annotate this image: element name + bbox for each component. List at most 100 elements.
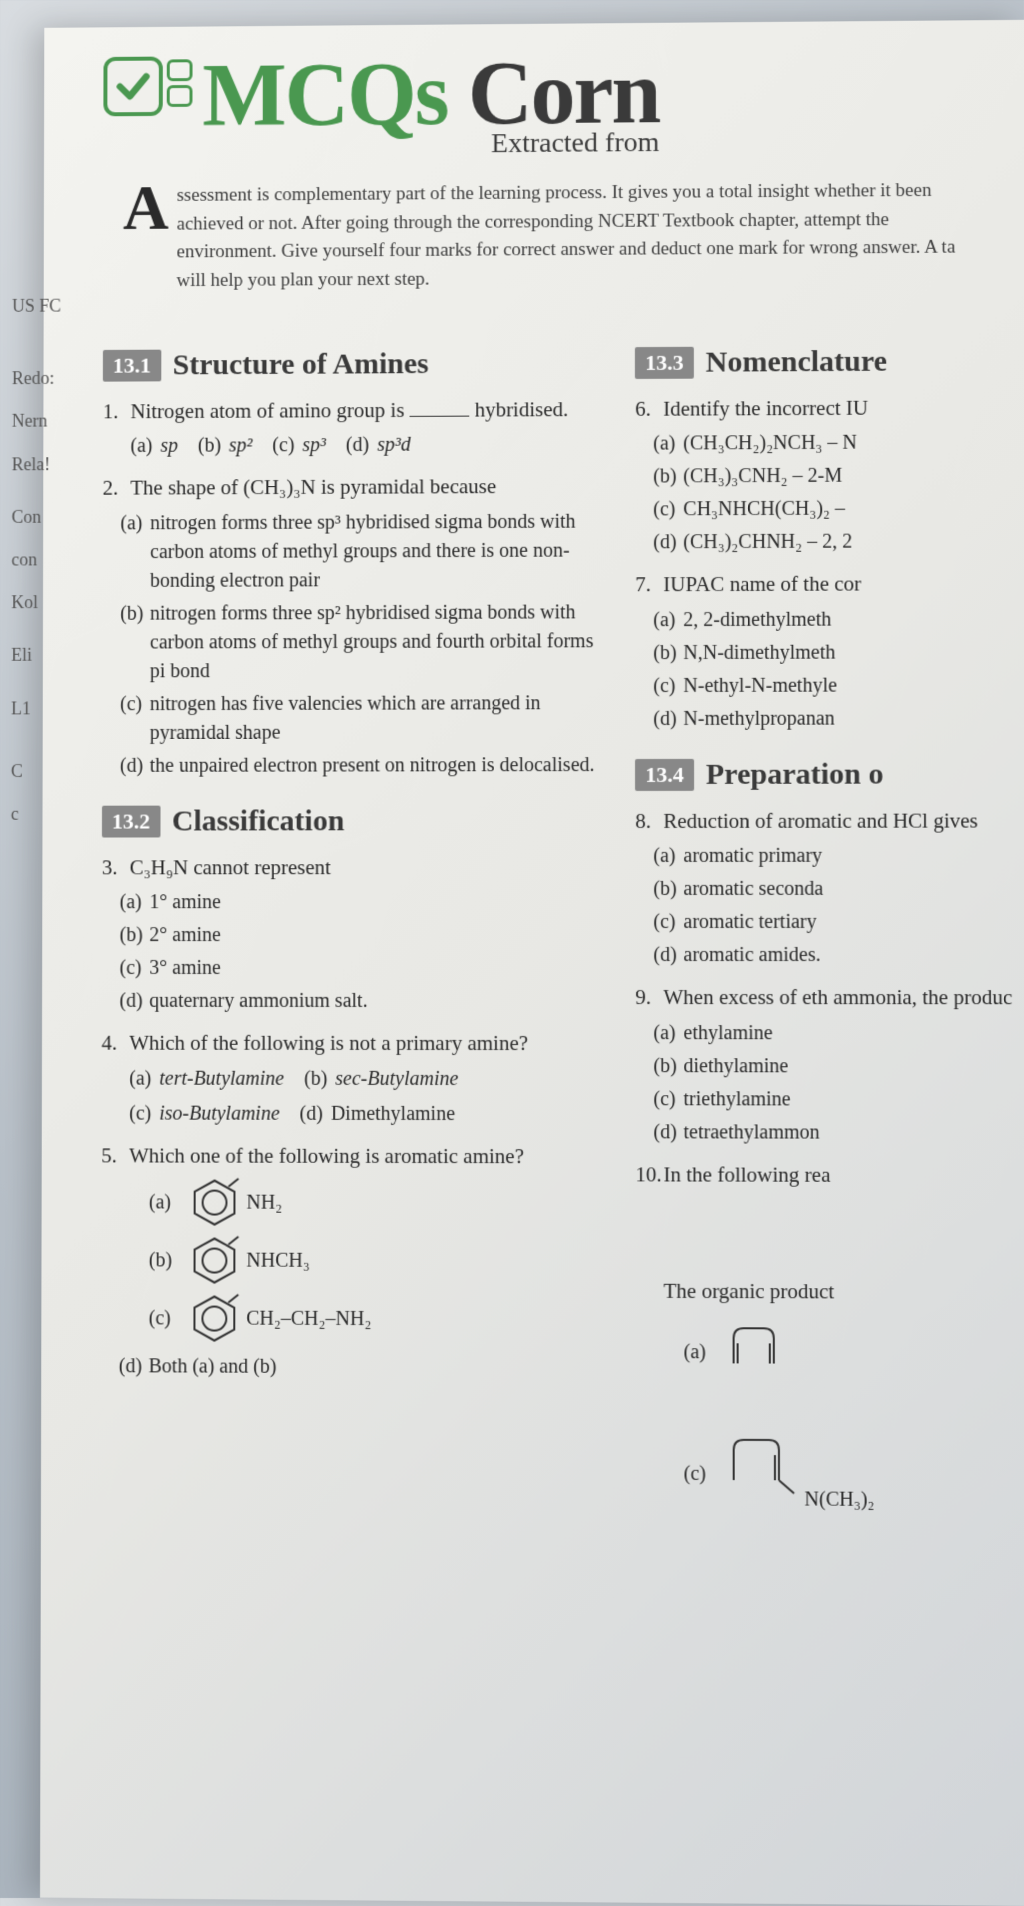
opt-label: (c): [653, 672, 675, 701]
page: MCQs Corn Extracted from US FC Redo: Ner…: [40, 20, 1024, 1906]
question: 6. Identify the incorrect IU (a)(CH₃CH₂)…: [663, 392, 1024, 558]
sidebar-text: C: [3, 750, 72, 793]
question: 7. IUPAC name of the cor (a)2, 2-dimethy…: [663, 568, 1024, 733]
opt-label: (c): [653, 1085, 675, 1114]
opt-label: (c): [653, 496, 675, 525]
opt-label: (c): [272, 432, 294, 461]
blank: [410, 416, 470, 417]
opt-text: 2, 2-dimethylmeth: [683, 609, 831, 631]
opt-label: (b): [653, 639, 676, 668]
section-num: 13.3: [635, 347, 693, 379]
option-molecule: (c) N(CH₃)₂: [684, 1434, 1024, 1515]
question-num: 3.: [102, 852, 118, 882]
option-molecule: (a) NH₂: [149, 1177, 606, 1230]
opt-text: N,N-dimethylmeth: [683, 641, 835, 663]
opt-label: (a): [120, 509, 142, 538]
question-text: Which one of the following is aromatic a…: [129, 1143, 524, 1168]
opt-text: aromatic seconda: [683, 878, 823, 900]
opt-label: (b): [653, 463, 676, 492]
section-title: Nomenclature: [706, 345, 887, 380]
opt-text: 2° amine: [149, 924, 220, 946]
question-text: Identify the incorrect IU: [663, 396, 868, 421]
question-subtext: The organic product: [664, 1276, 1024, 1308]
opt-label: (a): [653, 842, 675, 871]
sidebar-text: Nern: [4, 400, 73, 443]
opt-label: (d): [120, 752, 143, 781]
sidebar-text: Redo:: [4, 357, 73, 400]
opt-label: (b): [120, 921, 143, 950]
question-text: C₃H₉N cannot represent: [130, 855, 331, 879]
sidebar-text: c: [3, 793, 72, 836]
opt-text: ethylamine: [684, 1022, 773, 1044]
opt-text: (CH₃)₂CHNH₂ – 2, 2: [683, 531, 852, 554]
opt-text: N(CH₃)₂: [804, 1485, 874, 1515]
section-title: Classification: [172, 804, 344, 838]
opt-text: Dimethylamine: [331, 1100, 455, 1129]
opt-label: (d): [346, 431, 369, 460]
header: MCQs Corn Extracted from: [103, 50, 1024, 163]
question-num: 6.: [635, 394, 651, 424]
opt-text: sp²: [229, 432, 253, 461]
opt-text: N-methylpropanan: [683, 707, 835, 729]
section-title: Preparation o: [706, 757, 884, 791]
section-num: 13.1: [103, 350, 161, 382]
sidebar-fragments: US FC Redo: Nern Rela! Con con Kol Eli L…: [3, 285, 74, 836]
opt-text: 3° amine: [149, 957, 220, 979]
section-heading: 13.3 Nomenclature: [635, 344, 1024, 380]
opt-label: (a): [653, 430, 675, 459]
question-num: 2.: [103, 473, 119, 503]
question: 3. C₃H₉N cannot represent (a)1° amine (b…: [129, 852, 605, 1017]
question-num: 7.: [635, 570, 651, 600]
sidebar-text: con: [3, 538, 72, 581]
logo-box-icon: [167, 59, 193, 81]
question-num: 5.: [101, 1140, 117, 1170]
opt-text: aromatic amides.: [683, 944, 820, 966]
brand-mcqs: MCQs: [202, 45, 447, 145]
opt-text: sp: [160, 432, 178, 461]
opt-label: (a): [130, 432, 152, 461]
opt-text: aromatic primary: [683, 845, 822, 867]
opt-label: (d): [653, 1118, 676, 1147]
opt-label: (d): [119, 987, 142, 1016]
question-text: When excess of eth ammonia, the produc: [663, 985, 1012, 1009]
check-icon: [103, 57, 162, 117]
section-heading: 13.4 Preparation o: [635, 757, 1024, 792]
opt-label: (d): [300, 1100, 323, 1129]
sidebar-text: US FC: [4, 285, 73, 328]
opt-text: 1° amine: [149, 892, 220, 914]
intro: A ssessment is complementary part of the…: [123, 177, 965, 296]
benzene-icon: [189, 1177, 241, 1229]
ring-icon: [724, 1434, 805, 1514]
opt-text: nitrogen forms three sp² hybridised sigm…: [150, 601, 594, 682]
opt-text: nitrogen forms three sp³ hybridised sigm…: [150, 511, 576, 592]
opt-text: Both (a) and (b): [149, 1356, 277, 1378]
opt-text: triethylamine: [684, 1088, 791, 1110]
section-num: 13.4: [635, 759, 694, 791]
opt-label: (d): [653, 529, 676, 558]
question-num: 8.: [635, 806, 651, 836]
opt-label: (c): [149, 1304, 189, 1333]
benzene-icon: [189, 1235, 241, 1287]
opt-label: (b): [653, 1052, 676, 1081]
sidebar-text: Kol: [3, 581, 72, 624]
option-molecule: (b) NHCH₃: [149, 1235, 606, 1288]
opt-label: (c): [120, 954, 142, 983]
option-molecule: (c) CH₂–CH₂–NH₂: [149, 1293, 606, 1347]
right-column: 13.3 Nomenclature 6. Identify the incorr…: [635, 320, 1024, 1527]
intro-text: ssessment is complementary part of the l…: [177, 177, 965, 295]
opt-label: (d): [653, 941, 676, 970]
opt-text: tert-Butylamine: [159, 1064, 284, 1093]
logo: [103, 56, 192, 116]
section-heading: 13.1 Structure of Amines: [103, 346, 605, 382]
benzene-icon: [188, 1293, 240, 1345]
opt-label: (a): [653, 1019, 675, 1048]
opt-text: nitrogen has five valencies which are ar…: [150, 692, 541, 744]
opt-text: sp³: [302, 432, 326, 461]
question: 8. Reduction of aromatic and HCl gives (…: [663, 805, 1024, 970]
left-column: 13.1 Structure of Amines 1. Nitrogen ato…: [101, 322, 606, 1525]
sidebar-text: Eli: [3, 634, 72, 677]
question-text: hybridised.: [469, 397, 568, 421]
section-heading: 13.2 Classification: [102, 804, 605, 839]
sidebar-text: L1: [3, 687, 72, 730]
brand-title: MCQs Corn: [202, 53, 659, 137]
